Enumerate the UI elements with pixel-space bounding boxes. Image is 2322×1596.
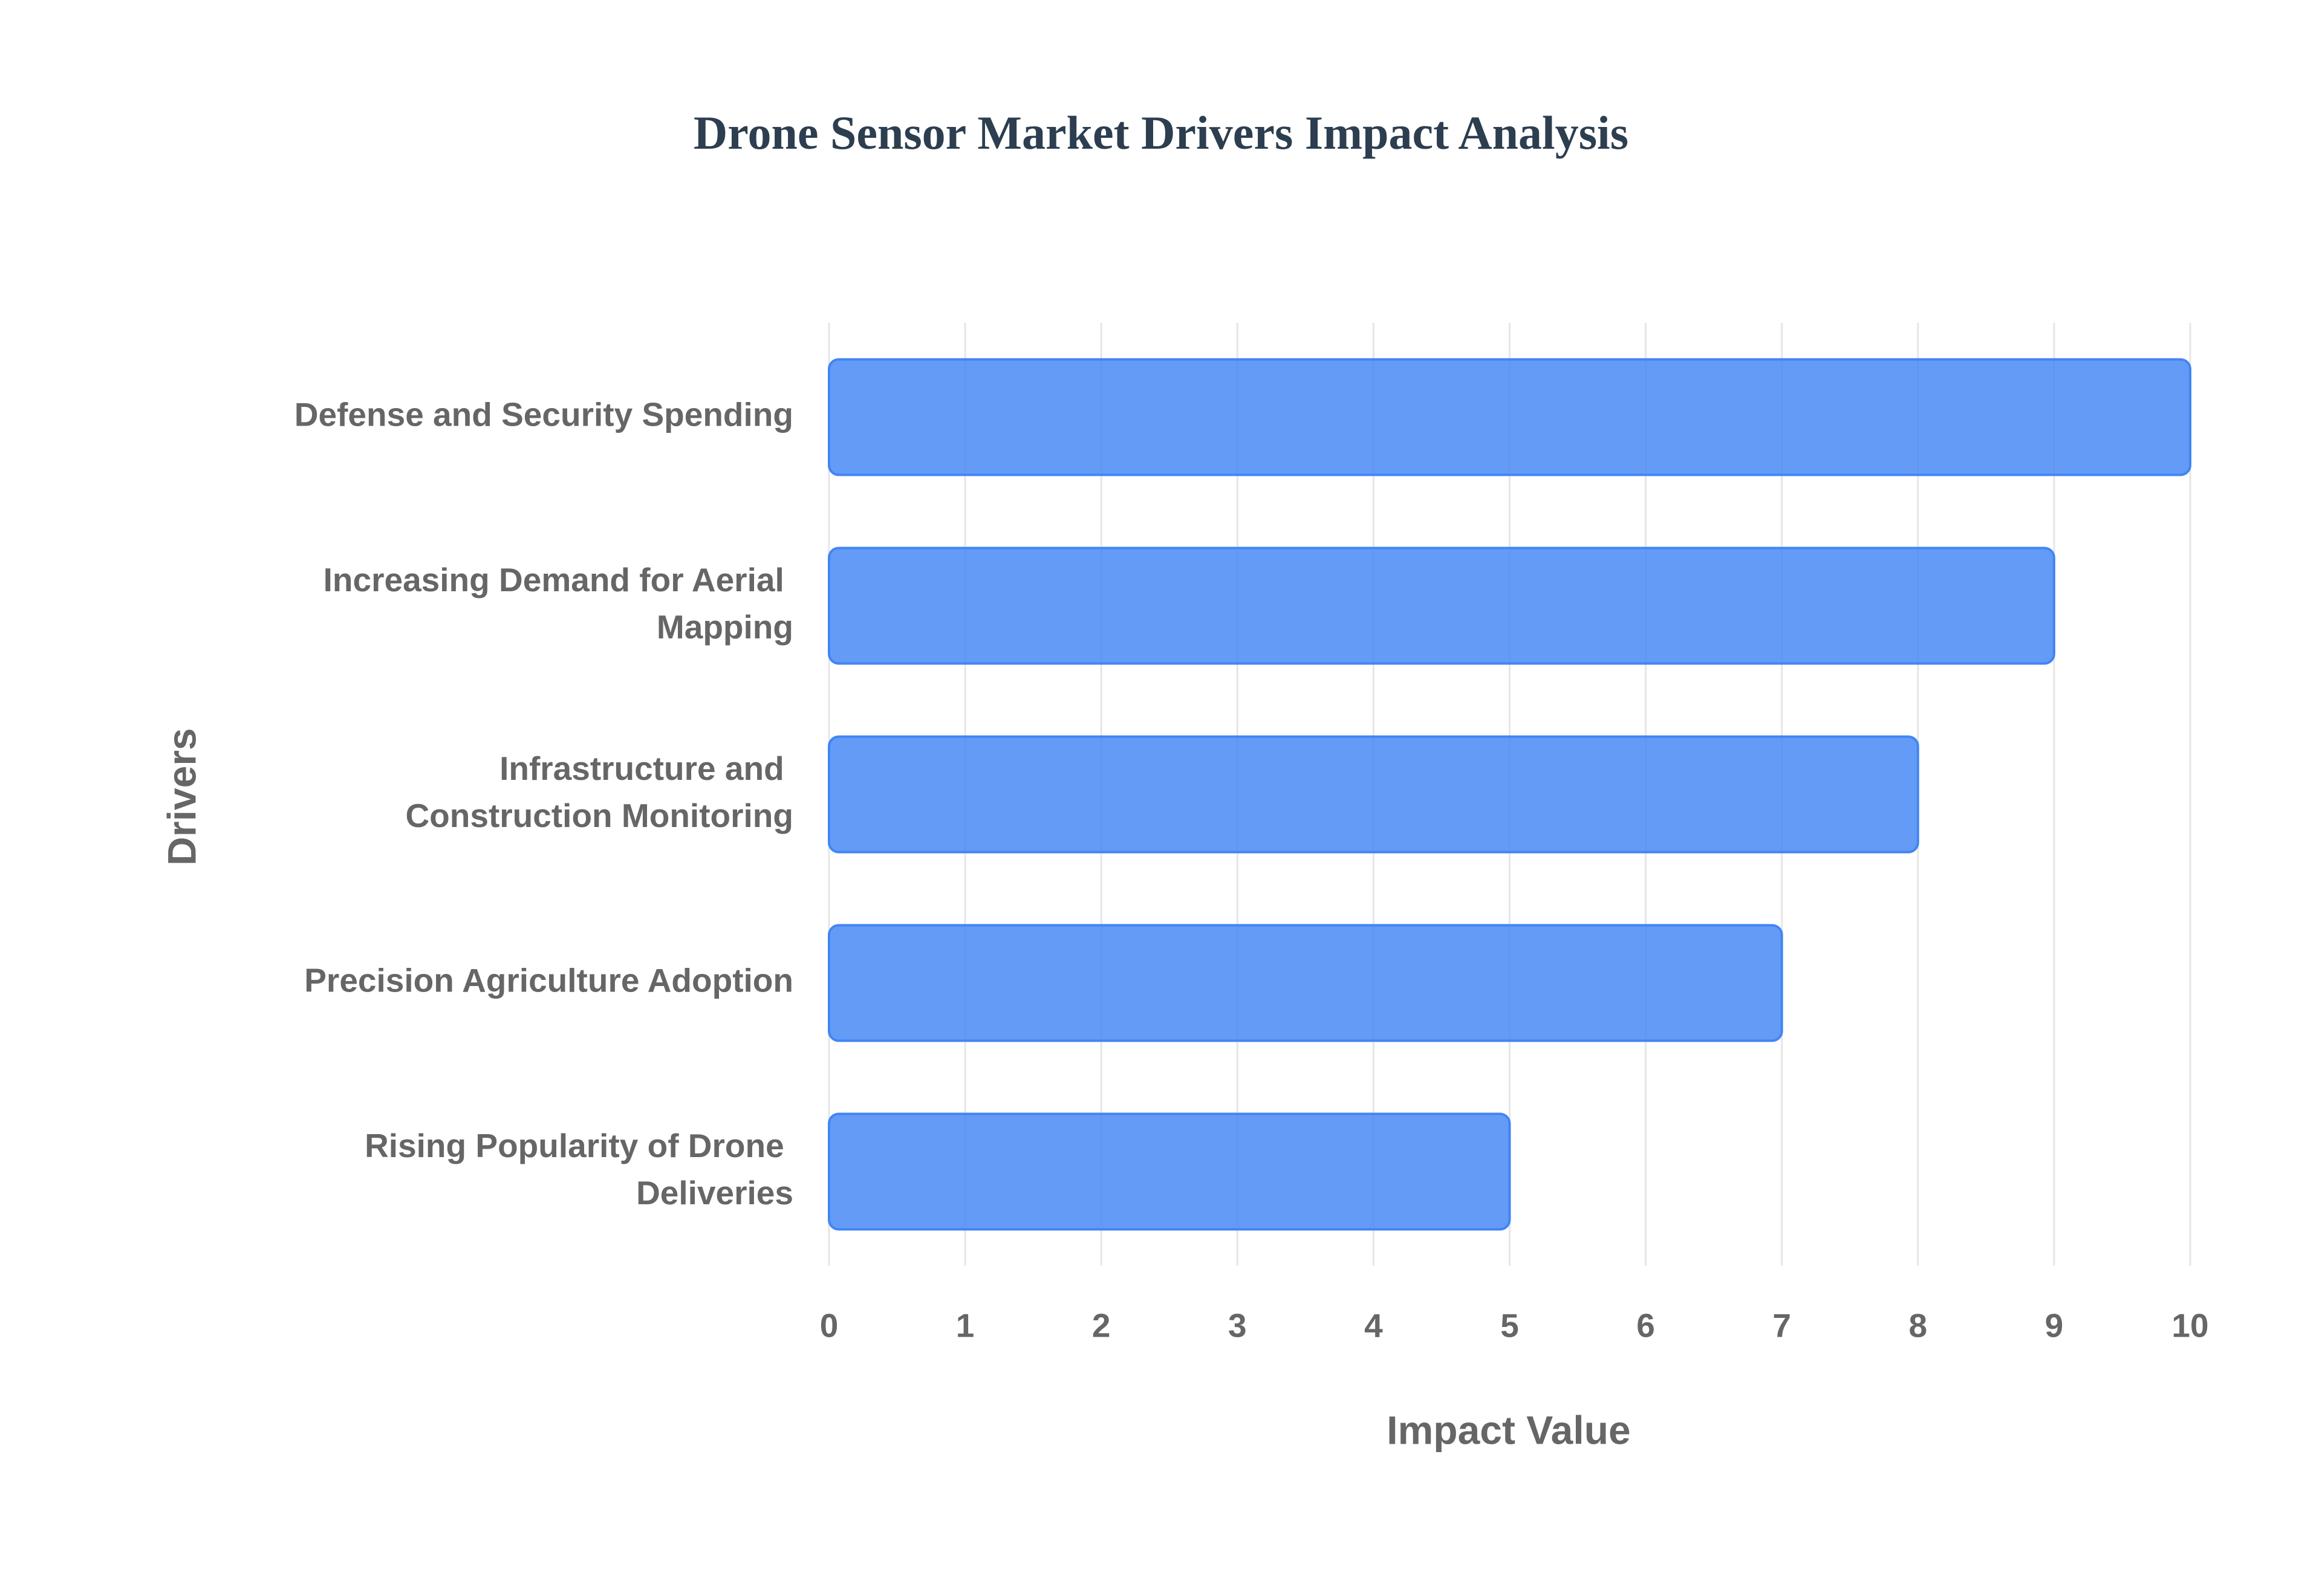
bar — [828, 547, 2055, 665]
x-tick-label: 9 — [2045, 1307, 2064, 1345]
x-tick-label: 10 — [2171, 1307, 2208, 1345]
bar — [828, 358, 2191, 476]
x-tick-label: 8 — [1909, 1307, 1928, 1345]
bar — [828, 924, 1783, 1042]
chart-title: Drone Sensor Market Drivers Impact Analy… — [694, 106, 1628, 159]
x-axis-label: Impact Value — [1387, 1407, 1631, 1452]
x-tick-label: 6 — [1636, 1307, 1655, 1345]
x-tick-label: 7 — [1772, 1307, 1791, 1345]
x-tick-label: 1 — [956, 1307, 975, 1345]
x-tick-label: 3 — [1228, 1307, 1247, 1345]
x-tick-label: 5 — [1500, 1307, 1519, 1345]
y-tick-label: Infrastructure and Construction Monitori… — [405, 750, 793, 834]
x-tick-label: 2 — [1092, 1307, 1111, 1345]
x-tick-label: 0 — [820, 1307, 839, 1345]
y-tick-label: Precision Agriculture Adoption — [304, 962, 793, 999]
bar — [828, 1112, 1511, 1231]
y-tick-label: Increasing Demand for Aerial Mapping — [324, 561, 793, 646]
x-tick-label: 4 — [1364, 1307, 1383, 1345]
y-axis-label: Drivers — [159, 728, 204, 866]
bar — [828, 735, 1919, 854]
y-tick-label: Rising Popularity of Drone Deliveries — [365, 1127, 793, 1212]
y-tick-label: Defense and Security Spending — [294, 396, 793, 433]
